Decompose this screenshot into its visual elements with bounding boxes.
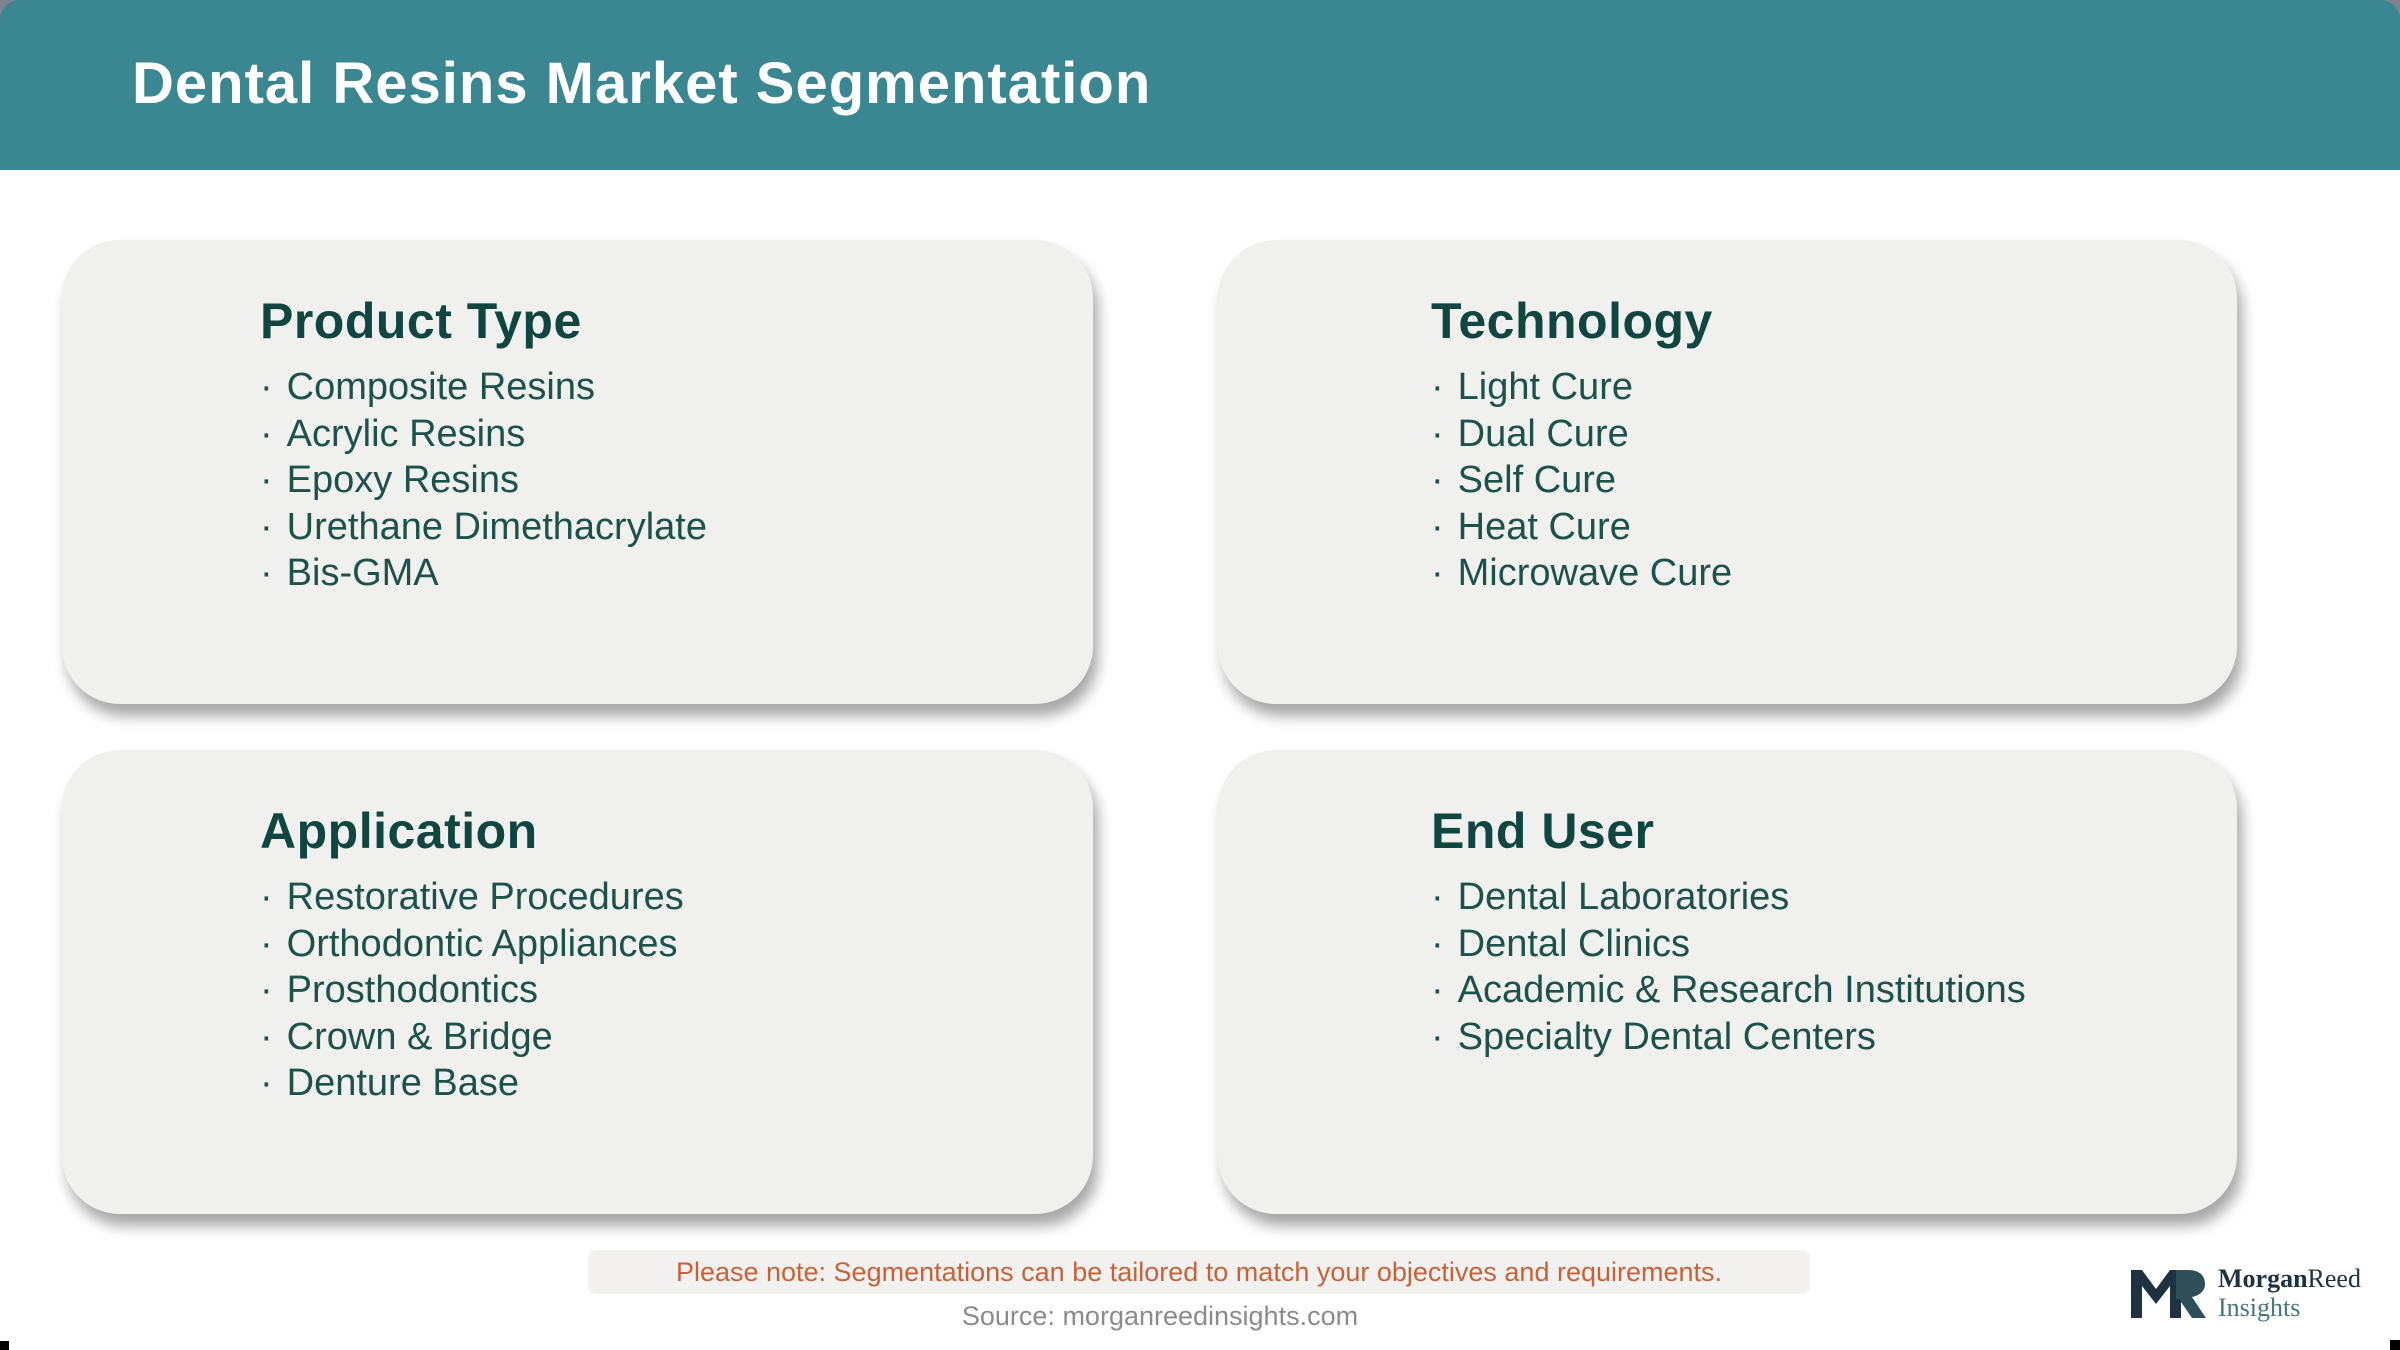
list-item: Epoxy Resins (260, 457, 1053, 504)
list-item: Microwave Cure (1431, 550, 2197, 597)
list-item: Prosthodontics (260, 967, 1053, 1014)
segment-list: Light CureDual CureSelf CureHeat CureMic… (1431, 364, 2197, 597)
list-item: Composite Resins (260, 364, 1053, 411)
logo-brand-bold: Morgan (2218, 1264, 2308, 1293)
list-item: Specialty Dental Centers (1431, 1014, 2197, 1061)
header-bar: Dental Resins Market Segmentation (0, 0, 2400, 170)
logo-text: MorganReed Insights (2218, 1266, 2361, 1321)
logo-brand-regular: Reed (2307, 1264, 2361, 1293)
list-item: Dual Cure (1431, 411, 2197, 458)
note-text: Please note: Segmentations can be tailor… (675, 1256, 1723, 1287)
artifact-mark-left (0, 1341, 9, 1350)
logo-brand-name: MorganReed (2218, 1266, 2361, 1292)
list-item: Acrylic Resins (260, 411, 1053, 458)
card-title: Application (260, 803, 538, 859)
segment-list: Restorative ProceduresOrthodontic Applia… (260, 874, 1053, 1107)
card-content: Technology Light CureDual CureSelf CureH… (1218, 240, 2237, 597)
card-content: Product Type Composite ResinsAcrylic Res… (62, 240, 1093, 597)
list-item: Academic & Research Institutions (1431, 967, 2197, 1014)
list-item: Bis-GMA (260, 550, 1053, 597)
card-end-user: End User Dental LaboratoriesDental Clini… (1218, 750, 2237, 1214)
list-item: Denture Base (260, 1060, 1053, 1107)
card-application: Application Restorative ProceduresOrthod… (62, 750, 1093, 1214)
card-product-type: Product Type Composite ResinsAcrylic Res… (62, 240, 1093, 704)
list-item: Crown & Bridge (260, 1014, 1053, 1061)
list-item: Heat Cure (1431, 504, 2197, 551)
card-content: End User Dental LaboratoriesDental Clini… (1218, 750, 2237, 1060)
artifact-mark-right (2390, 1340, 2400, 1350)
list-item: Restorative Procedures (260, 874, 1053, 921)
list-item: Dental Laboratories (1431, 874, 2197, 921)
list-item: Dental Clinics (1431, 921, 2197, 968)
list-item: Urethane Dimethacrylate (260, 504, 1053, 551)
source-text: Source: morganreedinsights.com (961, 1301, 1359, 1331)
segment-list: Composite ResinsAcrylic ResinsEpoxy Resi… (260, 364, 1053, 597)
segment-list: Dental LaboratoriesDental ClinicsAcademi… (1431, 874, 2197, 1060)
morganreed-logo: MorganReed Insights (2128, 1266, 2361, 1321)
card-content: Application Restorative ProceduresOrthod… (62, 750, 1093, 1107)
list-item: Self Cure (1431, 457, 2197, 504)
card-title: Product Type (260, 293, 582, 349)
page-title: Dental Resins Market Segmentation (132, 50, 1152, 116)
card-title: Technology (1431, 293, 1713, 349)
note-banner: Please note: Segmentations can be tailor… (588, 1250, 1810, 1294)
card-technology: Technology Light CureDual CureSelf CureH… (1218, 240, 2237, 704)
mr-monogram-icon (2131, 1269, 2206, 1318)
logo-subtitle: Insights (2218, 1293, 2301, 1322)
card-title: End User (1431, 803, 1655, 859)
list-item: Light Cure (1431, 364, 2197, 411)
list-item: Orthodontic Appliances (260, 921, 1053, 968)
